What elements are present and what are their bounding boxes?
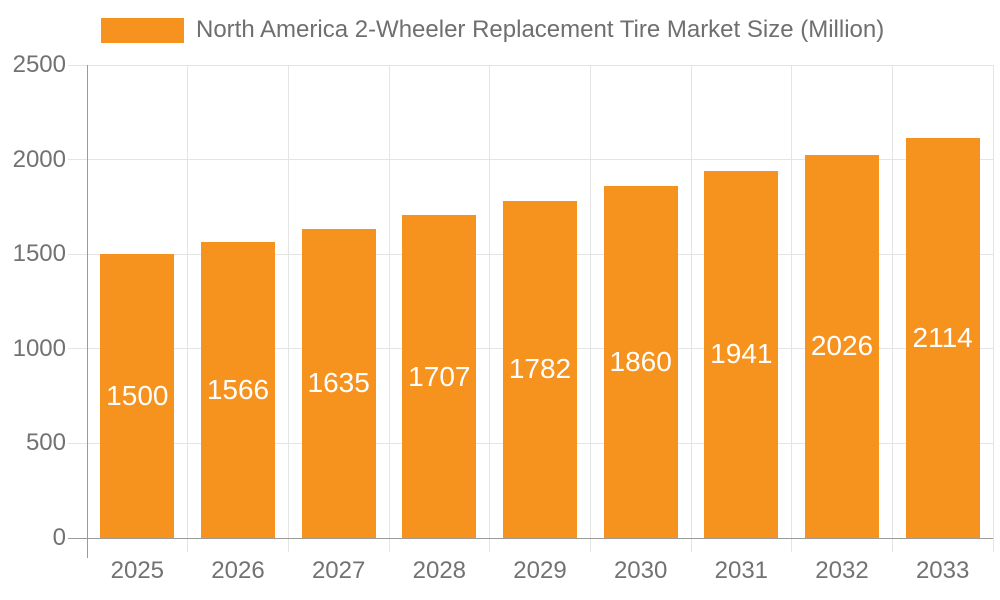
x-axis-label: 2027 xyxy=(311,557,366,584)
x-gridline xyxy=(589,65,591,538)
x-gridline xyxy=(891,65,893,538)
x-tick xyxy=(287,538,289,552)
bar-2026: 1566 xyxy=(201,241,275,538)
bar-value-label: 1707 xyxy=(408,360,471,392)
y-tick xyxy=(68,159,87,161)
y-tick xyxy=(68,348,87,350)
bar-value-label: 1860 xyxy=(609,346,672,378)
bar-value-label: 2026 xyxy=(810,330,874,362)
bar-value-label: 1635 xyxy=(307,367,370,399)
x-tick xyxy=(891,538,893,552)
y-axis-tick-label: 2000 xyxy=(12,145,66,173)
bar-value-label: 1500 xyxy=(106,380,169,412)
x-axis-line xyxy=(68,537,993,539)
x-gridline xyxy=(489,65,491,538)
x-tick xyxy=(489,538,491,552)
bar-2025: 1500 xyxy=(100,254,175,538)
x-tick xyxy=(187,538,189,552)
legend-label[interactable]: North America 2-Wheeler Replacement Tire… xyxy=(196,16,885,43)
bar-2030: 1860 xyxy=(603,186,678,538)
y-tick xyxy=(68,442,87,444)
x-axis-label: 2032 xyxy=(815,557,869,584)
y-axis-tick-label: 1500 xyxy=(12,240,66,268)
legend-swatch[interactable] xyxy=(101,18,184,43)
x-axis-label: 2026 xyxy=(211,557,265,584)
x-gridline xyxy=(388,65,390,538)
x-gridline xyxy=(287,65,289,538)
bar-2031: 1941 xyxy=(704,170,779,538)
y-tick xyxy=(68,253,87,255)
x-tick xyxy=(589,538,591,552)
y-tick xyxy=(68,64,87,66)
bar-value-label: 1782 xyxy=(508,353,572,385)
bar-value-label: 1566 xyxy=(206,373,270,405)
bar-2028: 1707 xyxy=(402,215,477,538)
x-tick xyxy=(791,538,793,552)
bar-2032: 2026 xyxy=(805,154,879,538)
bar-2027: 1635 xyxy=(301,228,376,538)
x-tick xyxy=(992,538,994,552)
y-axis-tick-label: 500 xyxy=(25,429,66,457)
bar-value-label: 1941 xyxy=(710,338,773,370)
x-axis-label: 2031 xyxy=(714,557,769,584)
bar-value-label: 2114 xyxy=(912,322,973,353)
y-axis-line xyxy=(86,65,88,558)
bar-2033: 2114 xyxy=(905,138,980,538)
x-tick xyxy=(388,538,390,552)
x-gridline xyxy=(791,65,793,538)
x-axis-label: 2030 xyxy=(613,557,668,584)
y-gridline xyxy=(87,64,993,66)
x-axis-label: 2028 xyxy=(412,557,467,584)
x-axis-label: 2029 xyxy=(513,557,567,584)
x-gridline xyxy=(992,65,994,538)
y-axis-tick-label: 2500 xyxy=(12,51,66,78)
x-axis-label: 2033 xyxy=(915,557,970,584)
x-gridline xyxy=(187,65,189,538)
x-axis-label: 2025 xyxy=(110,557,165,584)
y-gridline xyxy=(87,159,993,161)
y-axis-tick-label: 1000 xyxy=(12,334,66,362)
y-axis-tick-label: 0 xyxy=(52,524,66,551)
x-tick xyxy=(690,538,692,552)
x-gridline xyxy=(690,65,692,538)
bar-2029: 1782 xyxy=(503,200,577,538)
